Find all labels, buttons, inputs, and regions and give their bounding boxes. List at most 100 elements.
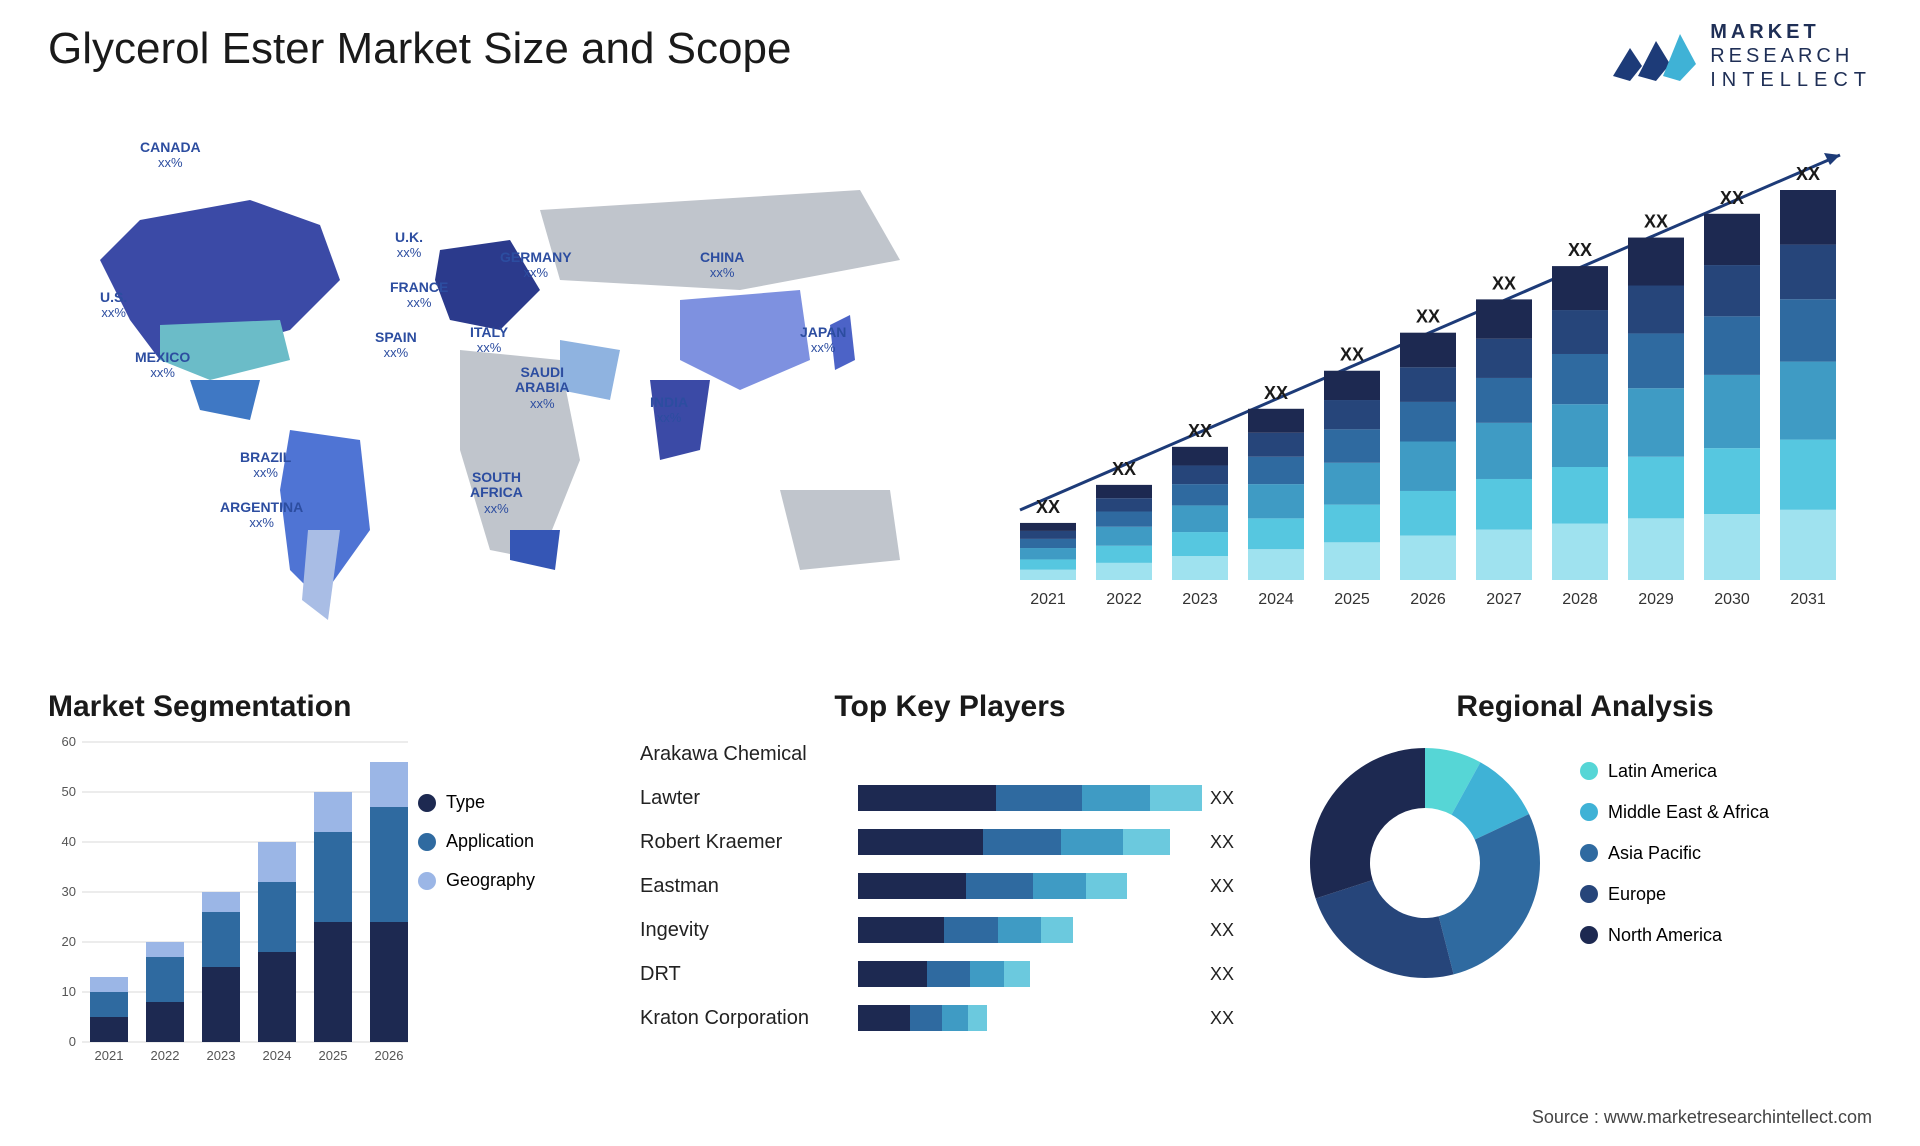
mainchart-bar: [1704, 265, 1760, 316]
svg-text:0: 0: [69, 1034, 76, 1049]
map-region-mex: [190, 380, 260, 420]
seg-bar: [314, 832, 352, 922]
mainchart-bar: [1400, 333, 1456, 368]
brand-text: MARKET RESEARCH INTELLECT: [1710, 20, 1872, 92]
mainchart-bar: [1172, 556, 1228, 580]
segmentation-title: Market Segmentation: [48, 690, 608, 724]
svg-text:10: 10: [62, 984, 76, 999]
seg-legend-item: Geography: [418, 870, 535, 891]
mainchart-bar: [1628, 286, 1684, 334]
seg-bar: [90, 992, 128, 1017]
mainchart-bar: [1248, 518, 1304, 549]
mainchart-bar: [1096, 527, 1152, 546]
mainchart-bar: [1020, 531, 1076, 539]
map-label-southafrica: SOUTHAFRICAxx%: [470, 470, 523, 516]
map-label-us: U.S.xx%: [100, 290, 127, 321]
seg-bar: [202, 967, 240, 1042]
seg-bar: [202, 892, 240, 912]
seg-bar: [258, 842, 296, 882]
seg-legend-item: Application: [418, 831, 535, 852]
mainchart-value: XX: [1036, 497, 1060, 517]
player-value: XX: [1210, 964, 1260, 985]
map-label-germany: GERMANYxx%: [500, 250, 572, 281]
svg-text:30: 30: [62, 884, 76, 899]
map-region-aus: [780, 490, 900, 570]
mainchart-bar: [1096, 498, 1152, 511]
svg-text:60: 60: [62, 734, 76, 749]
mainchart-bar: [1476, 299, 1532, 338]
regional-title: Regional Analysis: [1300, 690, 1870, 724]
mainchart-value: XX: [1112, 459, 1136, 479]
mainchart-bar: [1476, 339, 1532, 378]
map-label-brazil: BRAZILxx%: [240, 450, 291, 481]
map-label-saudi: SAUDIARABIAxx%: [515, 365, 569, 411]
seg-bar: [314, 792, 352, 832]
map-label-france: FRANCExx%: [390, 280, 448, 311]
player-name: DRT: [640, 963, 850, 986]
regional-block: Regional Analysis Latin America Middle Ea…: [1300, 690, 1870, 988]
mainchart-year: 2026: [1410, 591, 1446, 608]
mainchart-year: 2027: [1486, 591, 1522, 608]
mainchart-bar: [1248, 484, 1304, 518]
seg-year: 2025: [319, 1048, 348, 1063]
player-name: Eastman: [640, 875, 850, 898]
mainchart-bar: [1704, 316, 1760, 375]
mainchart-bar: [1552, 266, 1608, 310]
seg-bar: [146, 957, 184, 1002]
mainchart-value: XX: [1416, 307, 1440, 327]
mainchart-bar: [1248, 409, 1304, 433]
map-label-italy: ITALYxx%: [470, 325, 508, 356]
regional-legend-item: Asia Pacific: [1580, 843, 1769, 864]
player-value: XX: [1210, 1008, 1260, 1029]
svg-text:20: 20: [62, 934, 76, 949]
player-value: XX: [1210, 832, 1260, 853]
mainchart-value: XX: [1264, 383, 1288, 403]
seg-bar: [314, 922, 352, 1042]
player-bar: [858, 829, 1202, 855]
map-label-mexico: MEXICOxx%: [135, 350, 190, 381]
mainchart-bar: [1552, 310, 1608, 354]
player-row: DRT XX: [640, 952, 1260, 996]
mainchart-bar: [1704, 448, 1760, 514]
map-region-saf: [510, 530, 560, 570]
mainchart-bar: [1704, 214, 1760, 265]
seg-bar: [370, 807, 408, 922]
mainchart-year: 2024: [1258, 591, 1294, 608]
mainchart-value: XX: [1568, 240, 1592, 260]
world-map: CANADAxx%U.S.xx%MEXICOxx%BRAZILxx%ARGENT…: [40, 130, 940, 650]
mainchart-bar: [1476, 479, 1532, 530]
map-region-china: [680, 290, 810, 390]
regional-legend-item: Middle East & Africa: [1580, 802, 1769, 823]
seg-bar: [370, 762, 408, 807]
mainchart-bar: [1096, 485, 1152, 498]
mainchart-bar: [1248, 549, 1304, 580]
player-bar: [858, 873, 1202, 899]
mainchart-bar: [1172, 465, 1228, 484]
player-value: XX: [1210, 920, 1260, 941]
seg-year: 2023: [207, 1048, 236, 1063]
regional-legend-item: Latin America: [1580, 761, 1769, 782]
mainchart-bar: [1324, 429, 1380, 462]
mainchart-bar: [1020, 559, 1076, 569]
mainchart-bar: [1476, 529, 1532, 580]
mainchart-value: XX: [1492, 273, 1516, 293]
mainchart-year: 2025: [1334, 591, 1370, 608]
mainchart-bar: [1400, 491, 1456, 536]
mainchart-bar: [1324, 463, 1380, 505]
mainchart-bar: [1400, 442, 1456, 491]
mainchart-bar: [1628, 518, 1684, 580]
seg-bar: [258, 882, 296, 952]
mainchart-value: XX: [1796, 164, 1820, 184]
key-players-list: Arakawa ChemicalLawterXXRobert KraemerXX…: [640, 732, 1260, 1040]
mainchart-year: 2031: [1790, 591, 1826, 608]
player-value: XX: [1210, 876, 1260, 897]
mainchart-bar: [1096, 563, 1152, 580]
mainchart-bar: [1780, 362, 1836, 440]
mainchart-year: 2028: [1562, 591, 1598, 608]
mainchart-year: 2023: [1182, 591, 1218, 608]
seg-year: 2024: [263, 1048, 292, 1063]
mainchart-year: 2029: [1638, 591, 1674, 608]
mainchart-bar: [1020, 548, 1076, 559]
mainchart-bar: [1704, 514, 1760, 580]
player-row: LawterXX: [640, 776, 1260, 820]
